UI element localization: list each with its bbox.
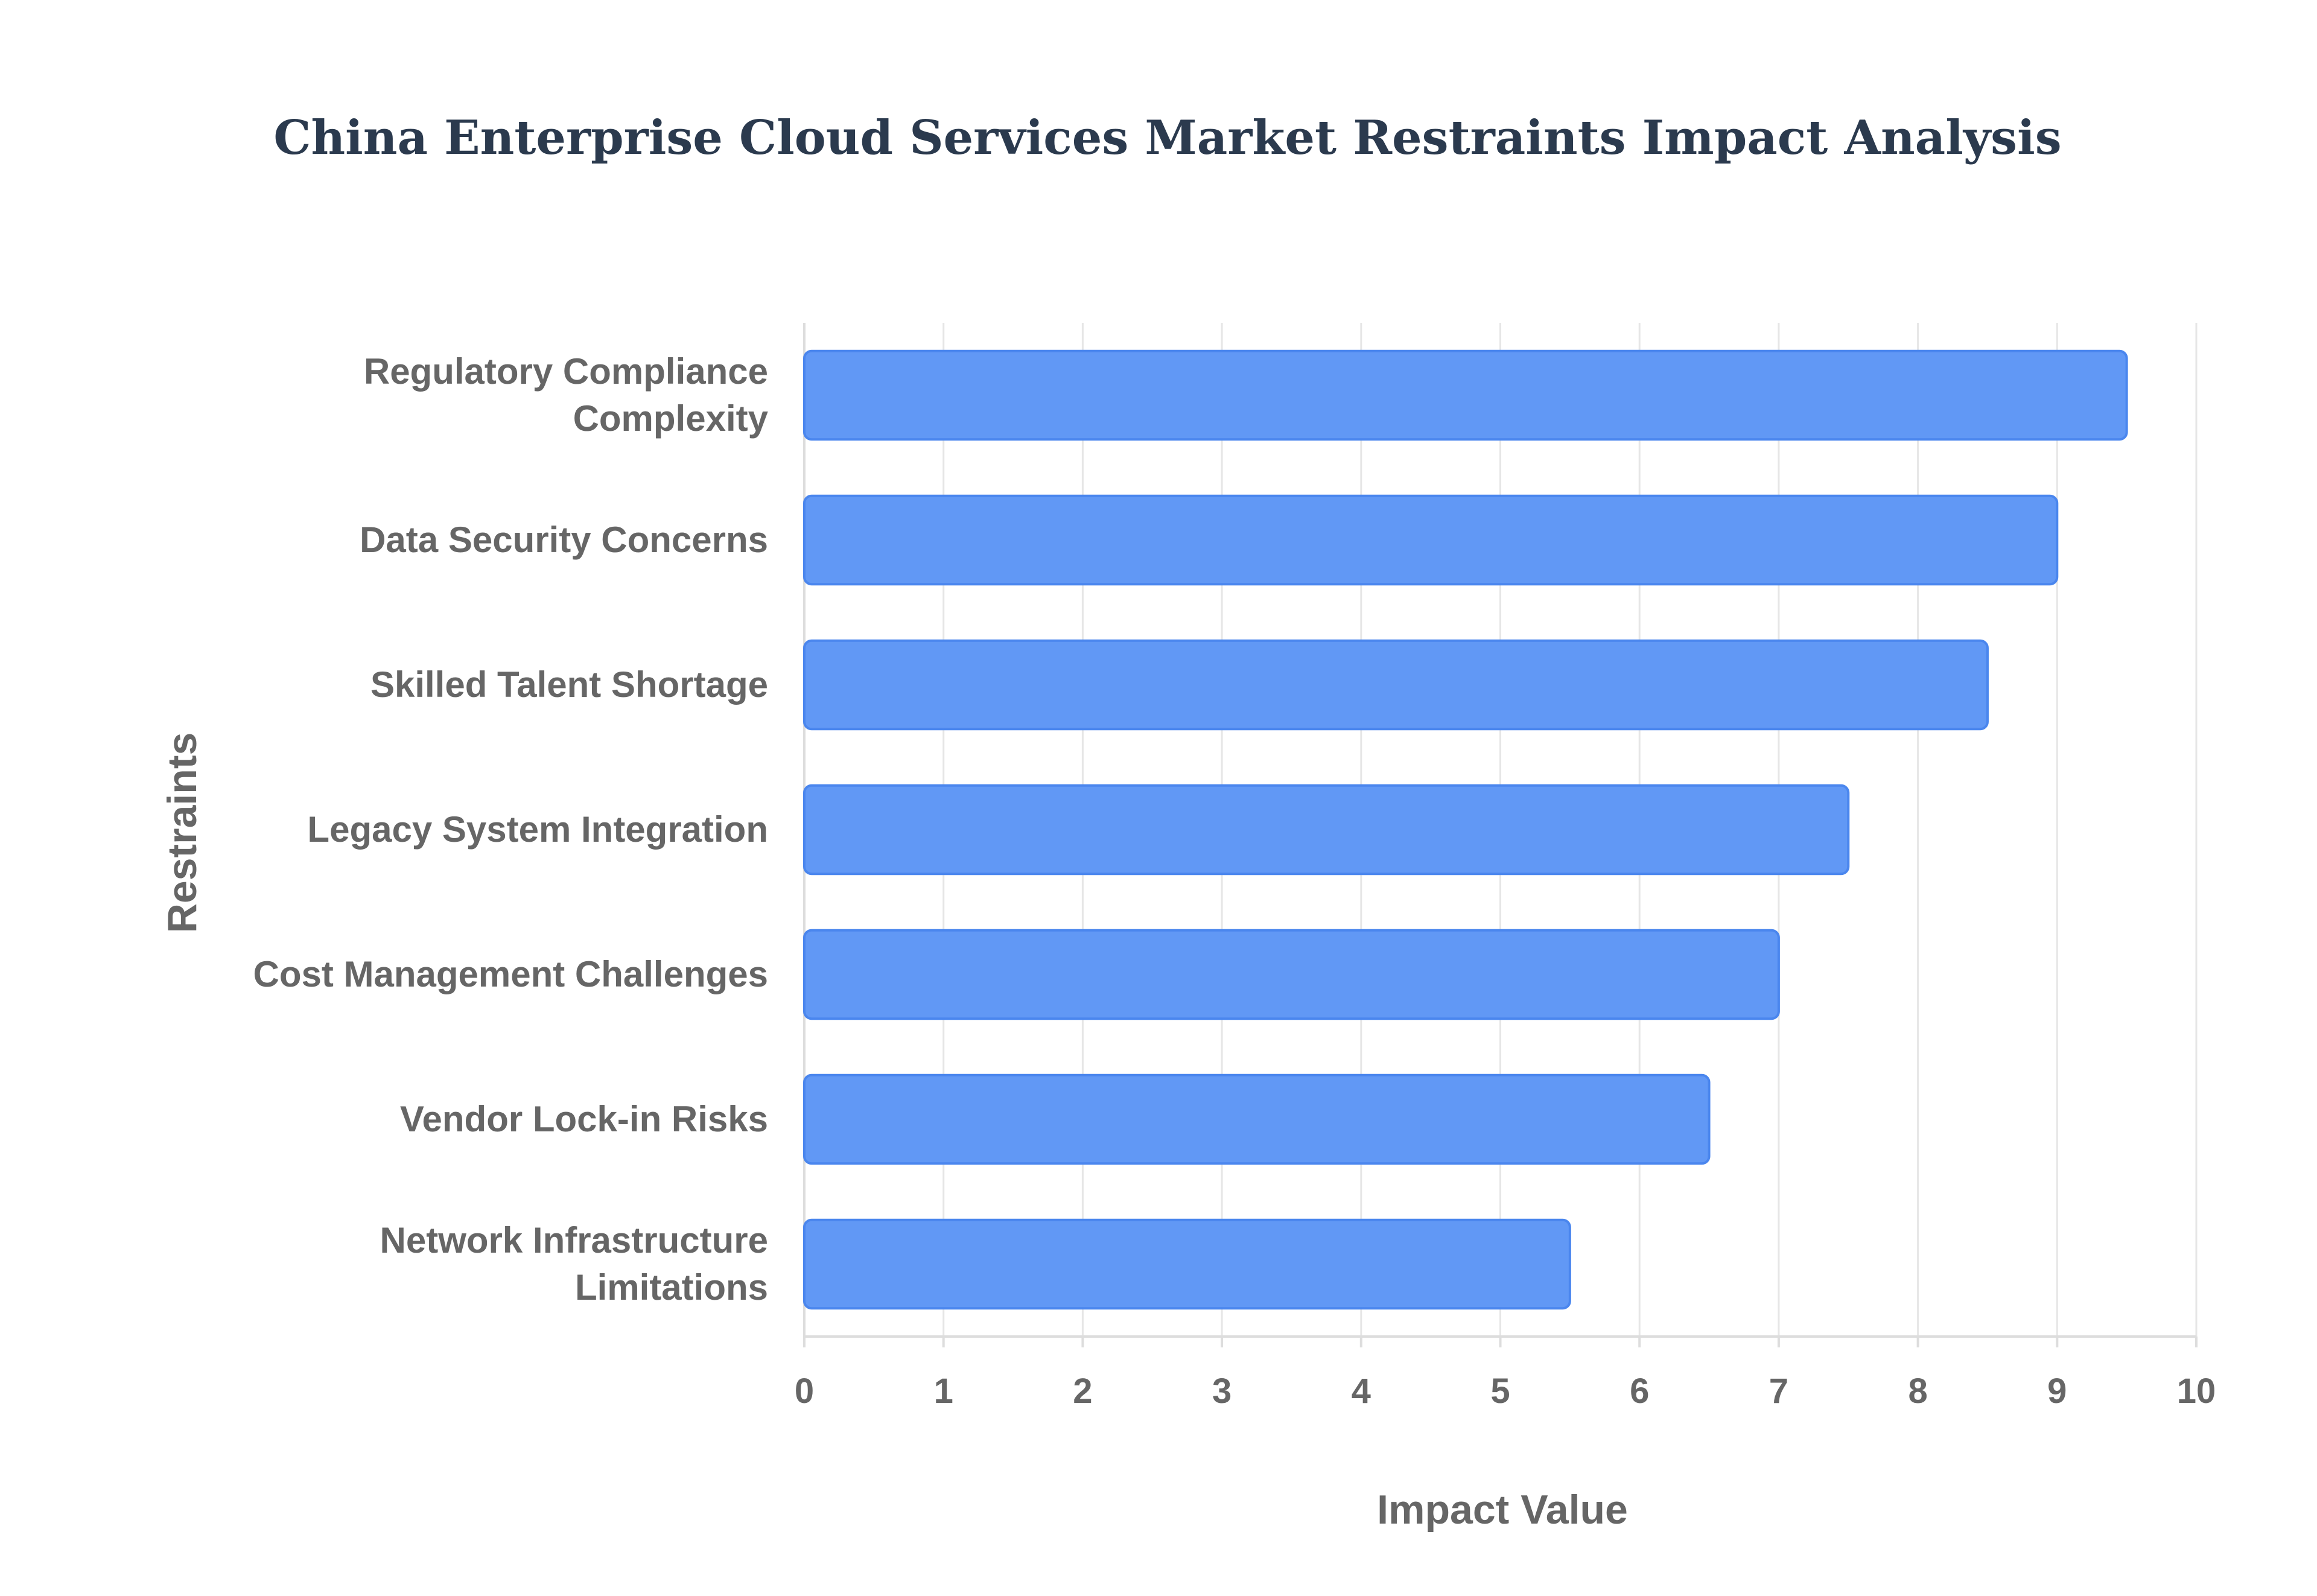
x-tick-label: 8	[1908, 1372, 1927, 1411]
y-category-label: Skilled Talent Shortage	[370, 664, 768, 705]
x-tick-label: 3	[1212, 1372, 1232, 1411]
x-tick-label: 5	[1490, 1372, 1510, 1411]
y-axis-title: Restraints	[159, 733, 205, 933]
bar[interactable]	[803, 349, 2128, 441]
bar[interactable]	[803, 929, 1780, 1020]
bar[interactable]	[803, 1073, 1711, 1165]
x-tick-label: 9	[2047, 1372, 2067, 1411]
x-tick-label: 2	[1073, 1372, 1092, 1411]
y-axis-category-labels: Regulatory Compliance Complexity Data Secu…	[253, 351, 768, 1308]
bar[interactable]	[803, 1218, 1571, 1310]
y-category-label: Cost Management Challenges	[253, 954, 768, 994]
y-category-label: Vendor Lock-in Risks	[400, 1099, 768, 1139]
bar[interactable]	[803, 784, 1850, 876]
y-category-label: Legacy System Integration	[307, 809, 768, 850]
x-tick-label: 7	[1769, 1372, 1788, 1411]
y-category-label: Complexity	[573, 398, 769, 439]
bar[interactable]	[803, 494, 2059, 586]
x-tick-label: 4	[1352, 1372, 1371, 1411]
chart-title: China Enterprise Cloud Services Market R…	[273, 110, 2061, 165]
x-tick-label: 10	[2177, 1372, 2216, 1411]
y-category-label: Network Infrastructure	[380, 1220, 768, 1261]
x-axis-tick-labels: 0 1 2 3 4 5 6 7 8 9 10	[795, 1372, 2216, 1411]
y-category-label: Data Security Concerns	[360, 520, 768, 560]
bar[interactable]	[803, 639, 1989, 731]
bars	[803, 349, 2128, 1310]
x-axis-title: Impact Value	[1377, 1487, 1628, 1533]
y-category-label: Limitations	[575, 1267, 768, 1308]
x-tick-label: 1	[934, 1372, 953, 1411]
y-category-label: Regulatory Compliance	[364, 351, 768, 392]
x-tick-label: 0	[795, 1372, 814, 1411]
x-tick-label: 6	[1630, 1372, 1649, 1411]
